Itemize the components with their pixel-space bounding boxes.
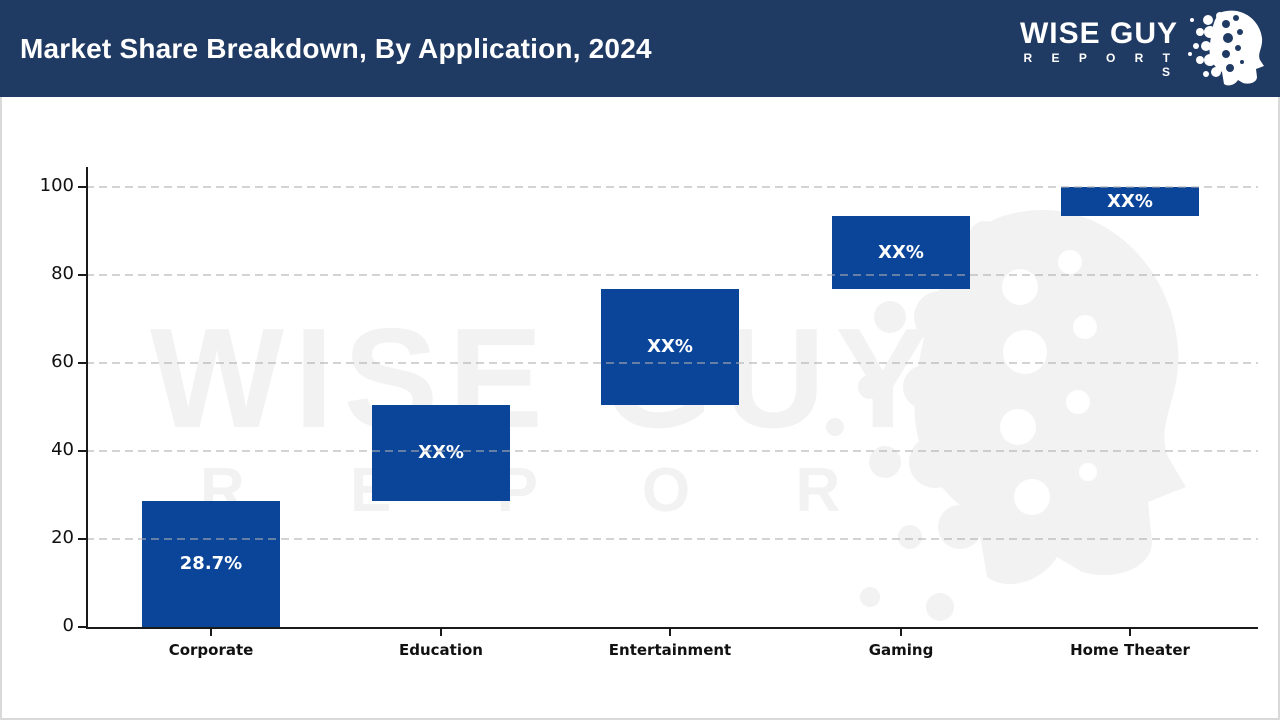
- y-axis-line: [86, 167, 88, 629]
- bar-value-label: XX%: [878, 242, 924, 264]
- x-tick-label: Education: [399, 641, 483, 659]
- page-edge-left: [0, 97, 2, 720]
- y-tick-mark: [78, 186, 86, 188]
- bar-value-label: XX%: [1107, 191, 1153, 213]
- x-tick-mark: [210, 629, 212, 636]
- y-tick-label: 100: [39, 175, 74, 196]
- y-tick-label: 0: [62, 615, 74, 636]
- x-tick-mark: [440, 629, 442, 636]
- brand-subname: R E P O R T S: [1023, 51, 1178, 79]
- bar-gaming: XX%: [832, 216, 970, 290]
- chart-area: WISE GUY R E P O R T S 0 20 40 60 80 100 28.7%…: [0, 97, 1280, 720]
- x-tick-mark: [900, 629, 902, 636]
- gridline-y100: [86, 186, 1258, 188]
- bar-value-label: XX%: [647, 336, 693, 358]
- face-profile-icon: [1182, 6, 1266, 92]
- bar-home-theater: XX%: [1061, 187, 1199, 217]
- brand-logo-text: WISE GUY R E P O R T S: [1016, 17, 1178, 80]
- bar-value-label: XX%: [418, 442, 464, 464]
- watermark-face-icon: [826, 209, 1186, 621]
- x-tick-label: Home Theater: [1070, 641, 1190, 659]
- x-tick-label: Gaming: [868, 641, 934, 659]
- y-tick-mark: [78, 450, 86, 452]
- bar-education: XX%: [372, 404, 510, 501]
- x-tick-mark: [669, 629, 671, 636]
- page-title: Market Share Breakdown, By Application, …: [20, 32, 652, 64]
- y-tick-label: 80: [51, 263, 74, 284]
- y-tick-mark: [78, 274, 86, 276]
- x-axis-line: [86, 627, 1258, 629]
- gridline-y40: [86, 450, 1258, 452]
- x-tick-label: Entertainment: [608, 641, 732, 659]
- y-tick-mark: [78, 362, 86, 364]
- y-tick-mark: [78, 538, 86, 540]
- bar-corporate: 28.7%: [142, 500, 280, 627]
- brand-logo: WISE GUY R E P O R T S: [1016, 8, 1266, 90]
- y-tick-mark: [78, 626, 86, 628]
- y-tick-label: 20: [51, 527, 74, 548]
- gridline-y80: [86, 274, 1258, 276]
- y-tick-label: 60: [51, 351, 74, 372]
- header-bar: Market Share Breakdown, By Application, …: [0, 0, 1280, 97]
- x-tick-label: Corporate: [168, 641, 254, 659]
- page-edge-bottom: [0, 718, 1280, 720]
- x-tick-mark: [1129, 629, 1131, 636]
- bar-value-label: 28.7%: [179, 553, 243, 575]
- bar-entertainment: XX%: [601, 289, 739, 405]
- page-edge-right: [1278, 97, 1280, 720]
- gridline-y20: [86, 538, 1258, 540]
- gridline-y60: [86, 362, 1258, 364]
- y-tick-label: 40: [51, 439, 74, 460]
- watermark-text-1: WISE GUY: [150, 299, 941, 458]
- brand-name: WISE GUY: [1019, 17, 1178, 50]
